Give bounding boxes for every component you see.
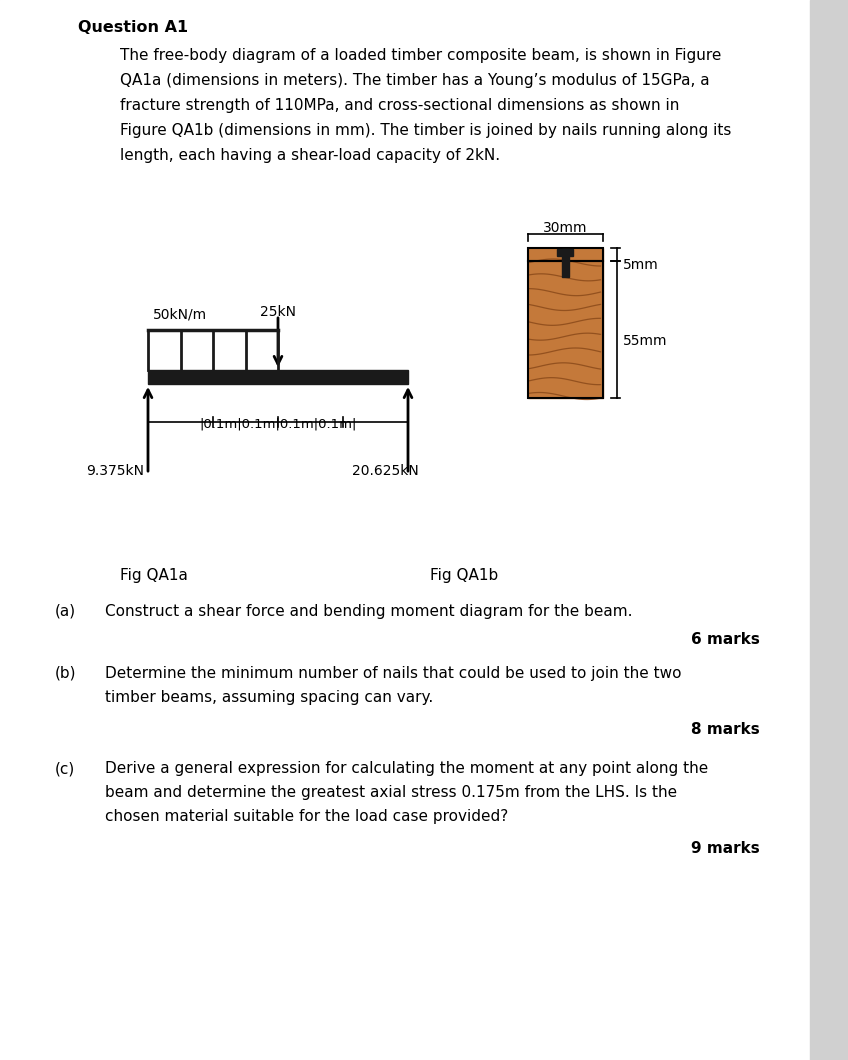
Text: 8 marks: 8 marks — [691, 722, 760, 737]
Bar — [148, 370, 408, 384]
Text: beam and determine the greatest axial stress 0.175m from the LHS. Is the: beam and determine the greatest axial st… — [105, 785, 677, 800]
Text: |0.1m|0.1m|0.1m|0.1m|: |0.1m|0.1m|0.1m|0.1m| — [199, 417, 357, 430]
Text: 9 marks: 9 marks — [691, 841, 760, 856]
Text: Derive a general expression for calculating the moment at any point along the: Derive a general expression for calculat… — [105, 761, 708, 776]
Text: 25kN: 25kN — [260, 305, 296, 319]
Text: (b): (b) — [55, 666, 76, 681]
Bar — [527, 248, 602, 261]
Text: Question A1: Question A1 — [78, 20, 188, 35]
Text: Determine the minimum number of nails that could be used to join the two: Determine the minimum number of nails th… — [105, 666, 682, 681]
Bar — [561, 249, 568, 277]
Text: 5mm: 5mm — [622, 259, 658, 272]
Text: Fig QA1a: Fig QA1a — [120, 568, 188, 583]
Bar — [810, 0, 848, 1060]
Bar — [527, 261, 602, 398]
Text: (c): (c) — [55, 761, 75, 776]
Text: 20.625kN: 20.625kN — [352, 464, 419, 478]
Text: Figure QA1b (dimensions in mm). The timber is joined by nails running along its: Figure QA1b (dimensions in mm). The timb… — [120, 123, 731, 138]
Text: timber beams, assuming spacing can vary.: timber beams, assuming spacing can vary. — [105, 690, 433, 705]
Text: (a): (a) — [55, 604, 76, 619]
Text: fracture strength of 110MPa, and cross-sectional dimensions as shown in: fracture strength of 110MPa, and cross-s… — [120, 98, 679, 113]
Text: 50kN/m: 50kN/m — [153, 308, 207, 322]
Text: The free-body diagram of a loaded timber composite beam, is shown in Figure: The free-body diagram of a loaded timber… — [120, 48, 722, 63]
Text: Construct a shear force and bending moment diagram for the beam.: Construct a shear force and bending mome… — [105, 604, 633, 619]
Bar — [527, 261, 602, 398]
Text: length, each having a shear-load capacity of 2kN.: length, each having a shear-load capacit… — [120, 148, 500, 163]
Text: 9.375kN: 9.375kN — [86, 464, 144, 478]
Text: 6 marks: 6 marks — [691, 632, 760, 647]
Text: 30mm: 30mm — [543, 220, 588, 235]
Bar — [527, 248, 602, 261]
Text: Fig QA1b: Fig QA1b — [430, 568, 499, 583]
Text: 55mm: 55mm — [622, 334, 667, 349]
Bar — [557, 249, 573, 257]
Text: QA1a (dimensions in meters). The timber has a Young’s modulus of 15GPa, a: QA1a (dimensions in meters). The timber … — [120, 73, 710, 88]
Text: chosen material suitable for the load case provided?: chosen material suitable for the load ca… — [105, 809, 508, 824]
